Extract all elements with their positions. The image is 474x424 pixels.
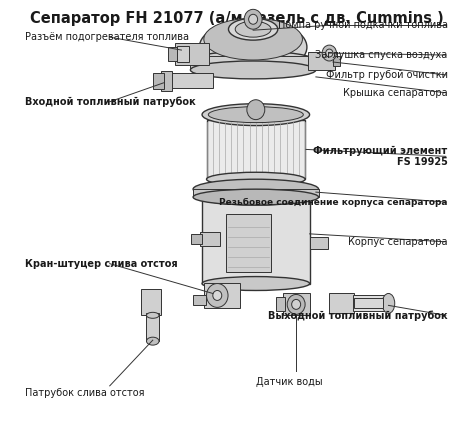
Ellipse shape [228, 18, 278, 40]
Ellipse shape [191, 51, 316, 71]
Bar [308, 52, 335, 70]
Ellipse shape [146, 337, 159, 345]
Text: Фильтрующий элемент
FS 19925: Фильтрующий элемент FS 19925 [313, 145, 447, 167]
Bar [329, 293, 355, 313]
Text: Корпус сепаратора: Корпус сепаратора [348, 237, 447, 247]
Ellipse shape [202, 104, 310, 126]
Circle shape [292, 299, 301, 310]
Bar [193, 296, 206, 305]
Bar [161, 71, 172, 91]
Bar [191, 234, 202, 244]
Circle shape [213, 290, 222, 301]
Text: Разъём подогревателя топлива: Разъём подогревателя топлива [25, 32, 189, 42]
Bar [177, 46, 190, 62]
Text: Входной топливный патрубок: Входной топливный патрубок [25, 97, 195, 107]
Bar [202, 198, 310, 284]
Circle shape [247, 100, 265, 120]
Bar [355, 298, 383, 308]
Text: Кран-штуцер слива отстоя: Кран-штуцер слива отстоя [25, 259, 177, 269]
Bar [353, 296, 389, 311]
Text: Патрубок слива отстоя: Патрубок слива отстоя [25, 388, 144, 398]
Ellipse shape [235, 21, 271, 37]
Circle shape [322, 45, 337, 61]
Text: Заглушка спуска воздуха: Заглушка спуска воздуха [315, 50, 447, 60]
Text: Сепаратор FH 21077 (а/м Газель с дв. Cummins ): Сепаратор FH 21077 (а/м Газель с дв. Cum… [30, 11, 444, 26]
Bar [146, 313, 159, 341]
Bar [310, 237, 328, 249]
Ellipse shape [382, 293, 395, 313]
Ellipse shape [208, 107, 303, 123]
Bar [226, 214, 271, 272]
Text: Крышка сепаратора: Крышка сепаратора [343, 88, 447, 98]
Ellipse shape [193, 179, 319, 199]
Text: Датчик воды: Датчик воды [255, 377, 322, 387]
Bar [275, 298, 284, 311]
Bar [141, 290, 161, 315]
Text: Фильтр грубой очистки: Фильтр грубой очистки [326, 70, 447, 80]
Bar [168, 73, 213, 88]
Bar [193, 189, 319, 197]
Text: Помпа ручной подкачки топлива: Помпа ручной подкачки топлива [278, 20, 447, 30]
Ellipse shape [200, 20, 307, 74]
Ellipse shape [204, 18, 302, 60]
Text: Резьбовое соединение корпуса сепаратора: Резьбовое соединение корпуса сепаратора [219, 198, 447, 206]
Ellipse shape [193, 189, 319, 205]
Bar [175, 43, 209, 65]
Circle shape [207, 284, 228, 307]
Circle shape [244, 9, 262, 29]
Circle shape [249, 14, 257, 24]
Ellipse shape [207, 172, 305, 186]
Bar [283, 293, 310, 315]
Bar [191, 56, 316, 70]
Ellipse shape [146, 312, 159, 318]
Ellipse shape [202, 191, 310, 205]
Bar [204, 282, 240, 308]
Bar [200, 232, 220, 246]
Ellipse shape [202, 276, 310, 290]
Bar [207, 120, 305, 179]
Text: Выходной топливный патрубок: Выходной топливный патрубок [268, 310, 447, 321]
Bar [153, 73, 164, 89]
Circle shape [287, 294, 305, 314]
Ellipse shape [191, 61, 316, 79]
Bar [168, 47, 177, 61]
Circle shape [326, 49, 333, 57]
Bar [333, 56, 340, 66]
